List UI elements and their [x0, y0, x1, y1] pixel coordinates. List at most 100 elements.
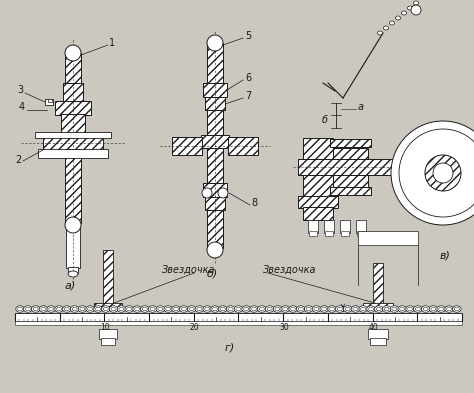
Bar	[340, 220, 350, 233]
Ellipse shape	[228, 307, 233, 311]
Ellipse shape	[383, 306, 391, 312]
Bar	[298, 196, 338, 208]
Ellipse shape	[453, 306, 461, 312]
Text: Звездочка: Звездочка	[162, 265, 216, 275]
Text: 40: 40	[369, 323, 378, 332]
Ellipse shape	[55, 306, 63, 312]
Ellipse shape	[265, 306, 274, 312]
Ellipse shape	[367, 306, 375, 312]
Ellipse shape	[408, 6, 412, 10]
Ellipse shape	[16, 306, 24, 312]
Ellipse shape	[148, 306, 157, 312]
Bar	[356, 220, 366, 233]
Bar	[65, 149, 81, 223]
Text: а: а	[358, 102, 364, 112]
Ellipse shape	[195, 306, 204, 312]
Bar	[341, 231, 349, 236]
Ellipse shape	[127, 307, 132, 311]
Bar	[55, 101, 91, 115]
Text: 2: 2	[15, 155, 21, 165]
Bar	[15, 313, 462, 321]
Bar	[68, 267, 78, 273]
Text: 5: 5	[245, 31, 251, 41]
Circle shape	[207, 242, 223, 258]
Bar	[61, 114, 85, 138]
Ellipse shape	[314, 307, 319, 311]
Circle shape	[425, 155, 461, 191]
Bar	[363, 303, 393, 310]
Text: 6: 6	[245, 73, 251, 83]
Ellipse shape	[172, 306, 180, 312]
Ellipse shape	[25, 307, 30, 311]
Bar	[370, 338, 386, 345]
Ellipse shape	[135, 307, 139, 311]
Ellipse shape	[304, 306, 313, 312]
Ellipse shape	[359, 306, 367, 312]
Text: б): б)	[207, 268, 218, 278]
Ellipse shape	[181, 307, 186, 311]
Bar	[203, 183, 227, 197]
Bar	[101, 338, 115, 345]
Bar	[205, 97, 225, 110]
Ellipse shape	[392, 307, 397, 311]
Bar	[15, 321, 462, 325]
Circle shape	[65, 217, 81, 233]
Circle shape	[65, 45, 81, 61]
Ellipse shape	[63, 306, 71, 312]
Ellipse shape	[429, 306, 438, 312]
Ellipse shape	[24, 306, 32, 312]
Text: 7: 7	[245, 91, 251, 101]
Ellipse shape	[383, 26, 389, 30]
Ellipse shape	[390, 306, 399, 312]
Bar	[48, 99, 52, 102]
Ellipse shape	[109, 306, 118, 312]
Bar	[45, 99, 53, 105]
Ellipse shape	[234, 306, 243, 312]
Ellipse shape	[454, 307, 459, 311]
Ellipse shape	[320, 306, 328, 312]
Ellipse shape	[413, 306, 422, 312]
Ellipse shape	[125, 306, 134, 312]
Bar	[330, 187, 371, 195]
Ellipse shape	[117, 306, 126, 312]
Ellipse shape	[275, 307, 280, 311]
Ellipse shape	[423, 307, 428, 311]
Ellipse shape	[400, 307, 405, 311]
Ellipse shape	[111, 307, 116, 311]
Ellipse shape	[298, 307, 303, 311]
Ellipse shape	[329, 307, 335, 311]
Text: б: б	[322, 115, 328, 125]
Bar	[308, 220, 318, 233]
Ellipse shape	[395, 16, 401, 20]
Ellipse shape	[31, 306, 40, 312]
Text: в): в)	[440, 250, 451, 260]
Bar	[324, 220, 334, 233]
Bar	[205, 197, 225, 210]
Ellipse shape	[368, 307, 374, 311]
Ellipse shape	[164, 306, 173, 312]
Ellipse shape	[166, 307, 171, 311]
Bar	[94, 303, 122, 310]
Ellipse shape	[306, 307, 311, 311]
Ellipse shape	[49, 307, 54, 311]
Ellipse shape	[189, 307, 194, 311]
Ellipse shape	[64, 307, 69, 311]
Circle shape	[207, 35, 223, 51]
Bar	[203, 83, 227, 97]
Bar	[103, 250, 113, 305]
Text: 20: 20	[190, 323, 200, 332]
Circle shape	[218, 188, 228, 198]
Text: а): а)	[65, 280, 76, 290]
Bar	[201, 135, 229, 148]
Ellipse shape	[88, 307, 93, 311]
Ellipse shape	[445, 306, 453, 312]
Text: 3: 3	[17, 85, 23, 95]
Ellipse shape	[439, 307, 444, 311]
Ellipse shape	[212, 307, 218, 311]
Ellipse shape	[203, 306, 211, 312]
Text: 10: 10	[100, 323, 110, 332]
Text: 30: 30	[279, 323, 289, 332]
Ellipse shape	[267, 307, 272, 311]
Bar	[66, 224, 80, 268]
Ellipse shape	[328, 306, 336, 312]
